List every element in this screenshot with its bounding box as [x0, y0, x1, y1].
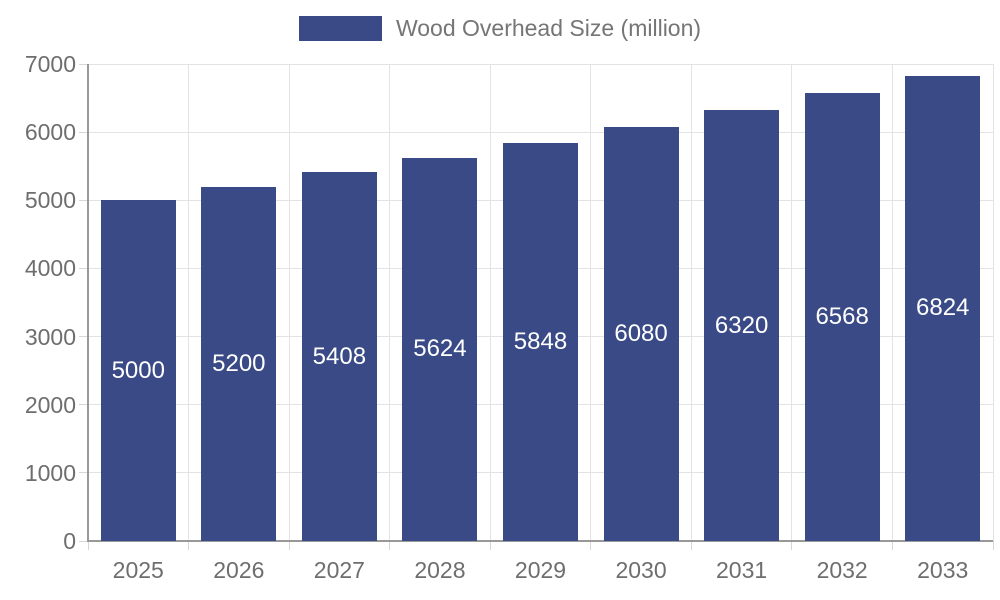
- bar-value-label: 5200: [212, 349, 266, 377]
- bar-2033: [905, 75, 981, 541]
- y-tick-mark: [79, 131, 88, 133]
- y-tick-mark: [79, 63, 88, 65]
- bar-2030: [603, 126, 679, 541]
- y-tick-label: 0: [63, 528, 76, 554]
- y-tick-label: 5000: [24, 187, 76, 214]
- x-tick-mark: [690, 541, 692, 550]
- chart-legend[interactable]: Wood Overhead Size (million): [0, 15, 1000, 42]
- bar-value-label: 6080: [614, 319, 668, 347]
- x-tick-label: 2030: [615, 557, 667, 583]
- x-tick-label: 2027: [313, 557, 365, 583]
- y-gridline: [88, 63, 993, 65]
- x-gridline: [288, 64, 290, 541]
- y-tick-mark: [79, 540, 88, 542]
- bar-2029: [503, 142, 578, 541]
- bar-value-label: 5624: [413, 335, 467, 363]
- x-tick-label: 2029: [514, 557, 567, 583]
- legend-swatch: [298, 16, 382, 41]
- bar-value-label: 5848: [513, 327, 568, 355]
- y-tick-label: 6000: [24, 119, 76, 146]
- x-tick-mark: [992, 541, 994, 550]
- x-tick-mark: [489, 541, 491, 550]
- bar-2028: [402, 157, 478, 541]
- y-tick-label: 2000: [24, 391, 76, 418]
- x-tick-label: 2025: [112, 557, 164, 583]
- x-gridline: [188, 64, 190, 541]
- bar-value-label: 6568: [815, 303, 869, 331]
- bar-value-label: 5408: [312, 342, 367, 370]
- x-tick-label: 2026: [213, 557, 265, 583]
- x-tick-label: 2028: [414, 557, 466, 583]
- y-gridline: [88, 131, 993, 133]
- x-tick-mark: [791, 541, 793, 550]
- x-tick-label: 2033: [917, 557, 969, 583]
- x-gridline: [791, 64, 793, 541]
- y-tick-mark: [79, 472, 88, 474]
- y-tick-mark: [79, 267, 88, 269]
- bar-2026: [201, 186, 277, 541]
- bar-2025: [100, 200, 176, 541]
- bar-value-label: 6320: [714, 311, 769, 339]
- bar-2027: [301, 172, 377, 541]
- x-tick-label: 2032: [816, 557, 868, 583]
- y-tick-label: 3000: [24, 323, 76, 350]
- x-gridline: [489, 64, 491, 541]
- y-tick-label: 7000: [24, 51, 76, 77]
- x-gridline: [891, 64, 893, 541]
- x-tick-label: 2031: [716, 557, 768, 583]
- x-gridline: [992, 64, 994, 541]
- y-tick-mark: [79, 199, 88, 201]
- x-gridline: [690, 64, 692, 541]
- x-gridline: [389, 64, 391, 541]
- bar-value-label: 6824: [916, 294, 970, 322]
- x-tick-mark: [590, 541, 592, 550]
- x-gridline: [590, 64, 592, 541]
- y-tick-mark: [79, 336, 88, 338]
- y-tick-mark: [79, 404, 88, 406]
- x-tick-mark: [87, 541, 89, 550]
- x-tick-mark: [891, 541, 893, 550]
- y-tick-label: 4000: [24, 255, 76, 282]
- x-tick-mark: [188, 541, 190, 550]
- bar-2032: [804, 93, 880, 541]
- bar-value-label: 5000: [111, 356, 165, 384]
- bar-2031: [704, 110, 780, 541]
- x-tick-mark: [288, 541, 290, 550]
- x-tick-mark: [389, 541, 391, 550]
- y-axis-line: [87, 64, 89, 542]
- y-tick-label: 1000: [24, 459, 76, 486]
- legend-label: Wood Overhead Size (million): [395, 15, 702, 41]
